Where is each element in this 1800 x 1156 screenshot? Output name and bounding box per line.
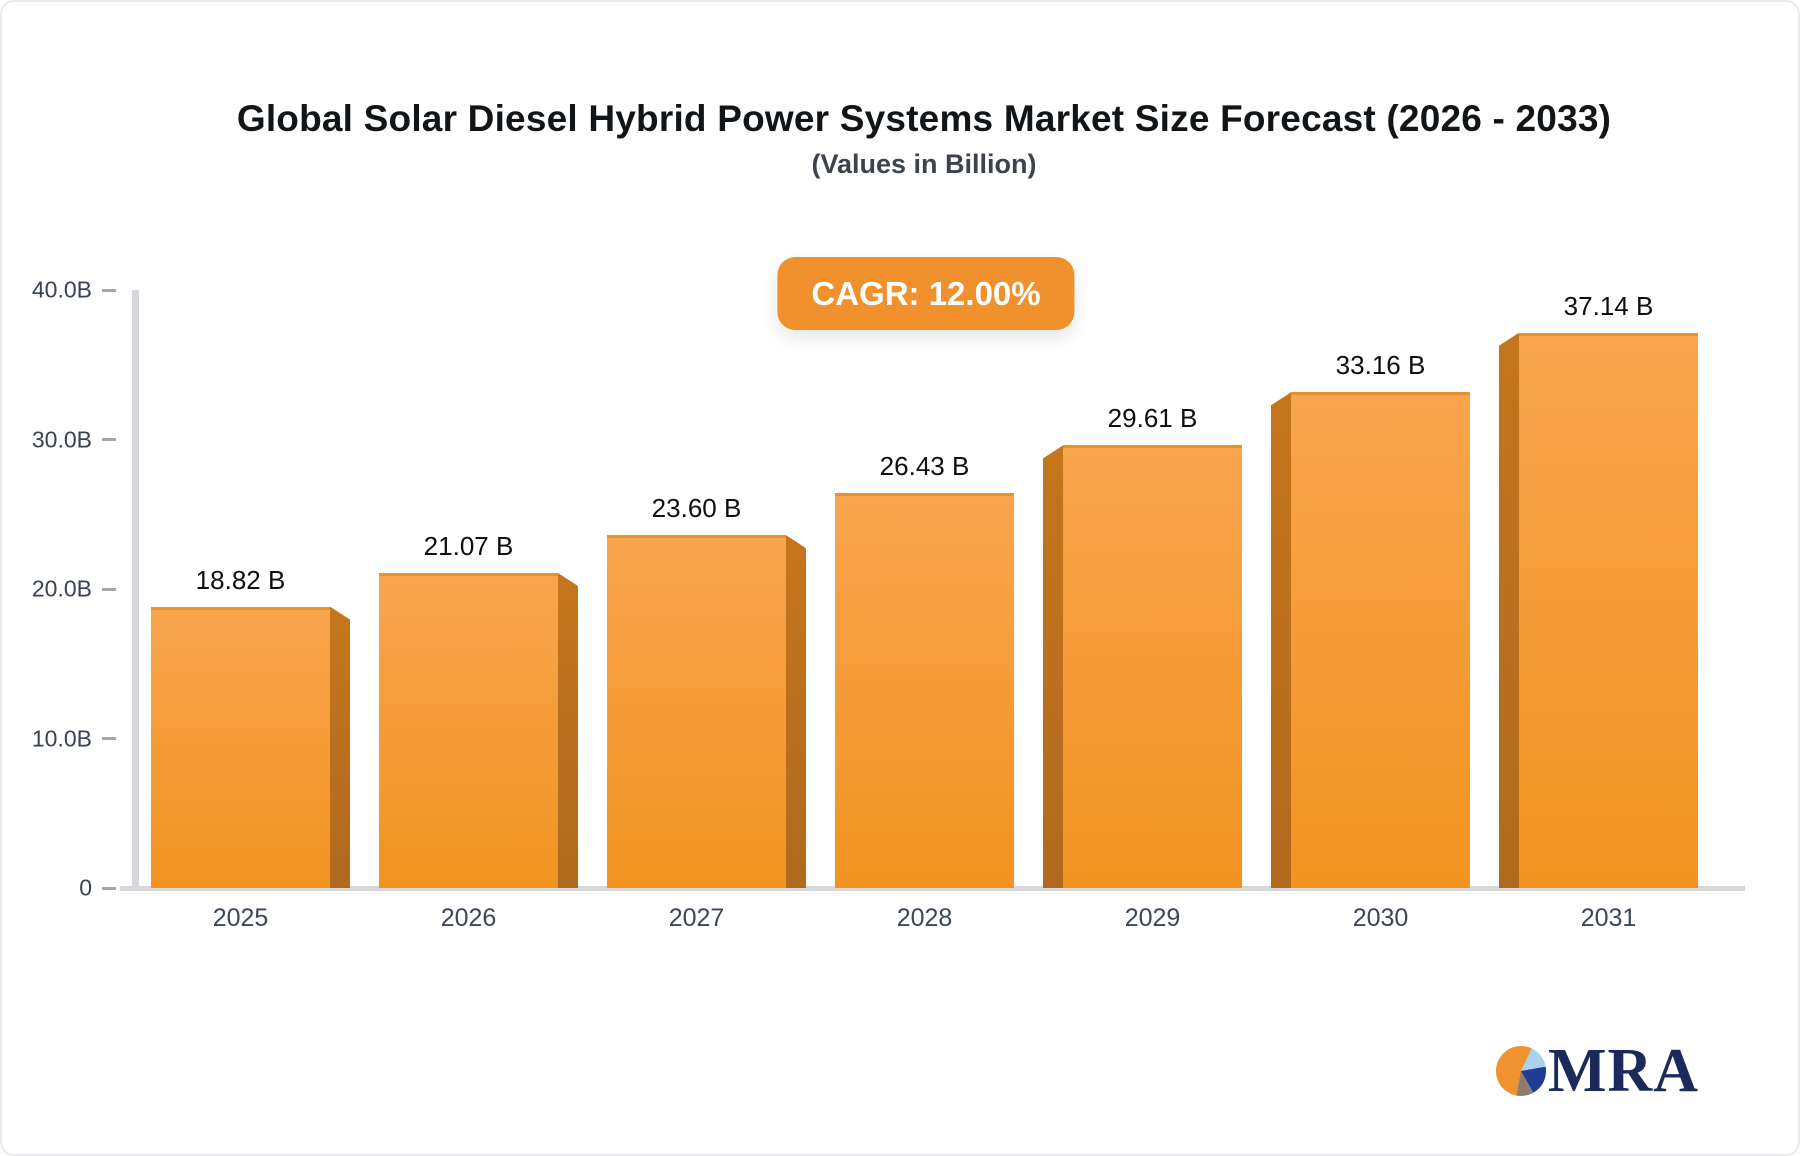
y-axis-tick — [102, 886, 116, 890]
y-axis-tick-label: 10.0B — [31, 725, 92, 751]
bar-value-label: 29.61 B — [1107, 403, 1198, 434]
bar-side-face — [558, 573, 578, 888]
y-axis-tick-label: 30.0B — [31, 426, 92, 452]
y-axis-tick-label: 40.0B — [31, 276, 92, 303]
bar-value-label: 26.43 B — [879, 450, 970, 481]
bar — [835, 492, 1014, 888]
bar-value-label: 18.82 B — [195, 564, 286, 595]
logo-text: MRA — [1548, 1037, 1700, 1105]
bar — [1291, 392, 1470, 888]
page-subtitle: (Values in Billion) — [811, 149, 1037, 179]
y-axis-tick — [102, 587, 116, 591]
x-axis-label: 2029 — [1124, 904, 1181, 932]
y-axis-tick-label: 0 — [79, 874, 92, 901]
y-axis-line — [132, 290, 139, 888]
y-axis-tick — [102, 438, 116, 441]
x-axis-label: 2028 — [896, 904, 953, 932]
bar-value-label: 21.07 B — [423, 531, 514, 561]
bar — [607, 535, 786, 888]
bar-value-label: 33.16 B — [1335, 350, 1426, 381]
x-axis-label: 2031 — [1580, 904, 1637, 932]
bar — [1519, 332, 1698, 888]
bar-value-label: 23.60 B — [651, 493, 742, 524]
y-axis-tick-label: 20.0B — [31, 575, 92, 602]
y-axis-tick — [102, 737, 116, 740]
bar — [1063, 445, 1242, 888]
x-axis-label: 2025 — [212, 904, 269, 932]
pie-chart-icon — [1496, 1046, 1546, 1096]
page-title: Global Solar Diesel Hybrid Power Systems… — [236, 98, 1612, 139]
bar — [151, 606, 330, 888]
bar-side-face — [1271, 392, 1291, 888]
brand-logo: MRA — [1496, 1037, 1700, 1105]
y-axis-tick — [102, 288, 116, 292]
x-axis-baseline — [120, 886, 1745, 891]
bar-side-face — [330, 606, 350, 888]
x-axis-label: 2026 — [440, 904, 497, 932]
bar-side-face — [1499, 332, 1519, 888]
cagr-badge: CAGR: 12.00% — [777, 257, 1075, 330]
bar-side-face — [1043, 445, 1063, 888]
bar — [379, 573, 558, 888]
bar-value-label: 37.14 B — [1563, 290, 1654, 321]
bar-side-face — [786, 535, 806, 888]
x-axis-label: 2030 — [1352, 904, 1409, 932]
x-axis-label: 2027 — [668, 904, 725, 932]
